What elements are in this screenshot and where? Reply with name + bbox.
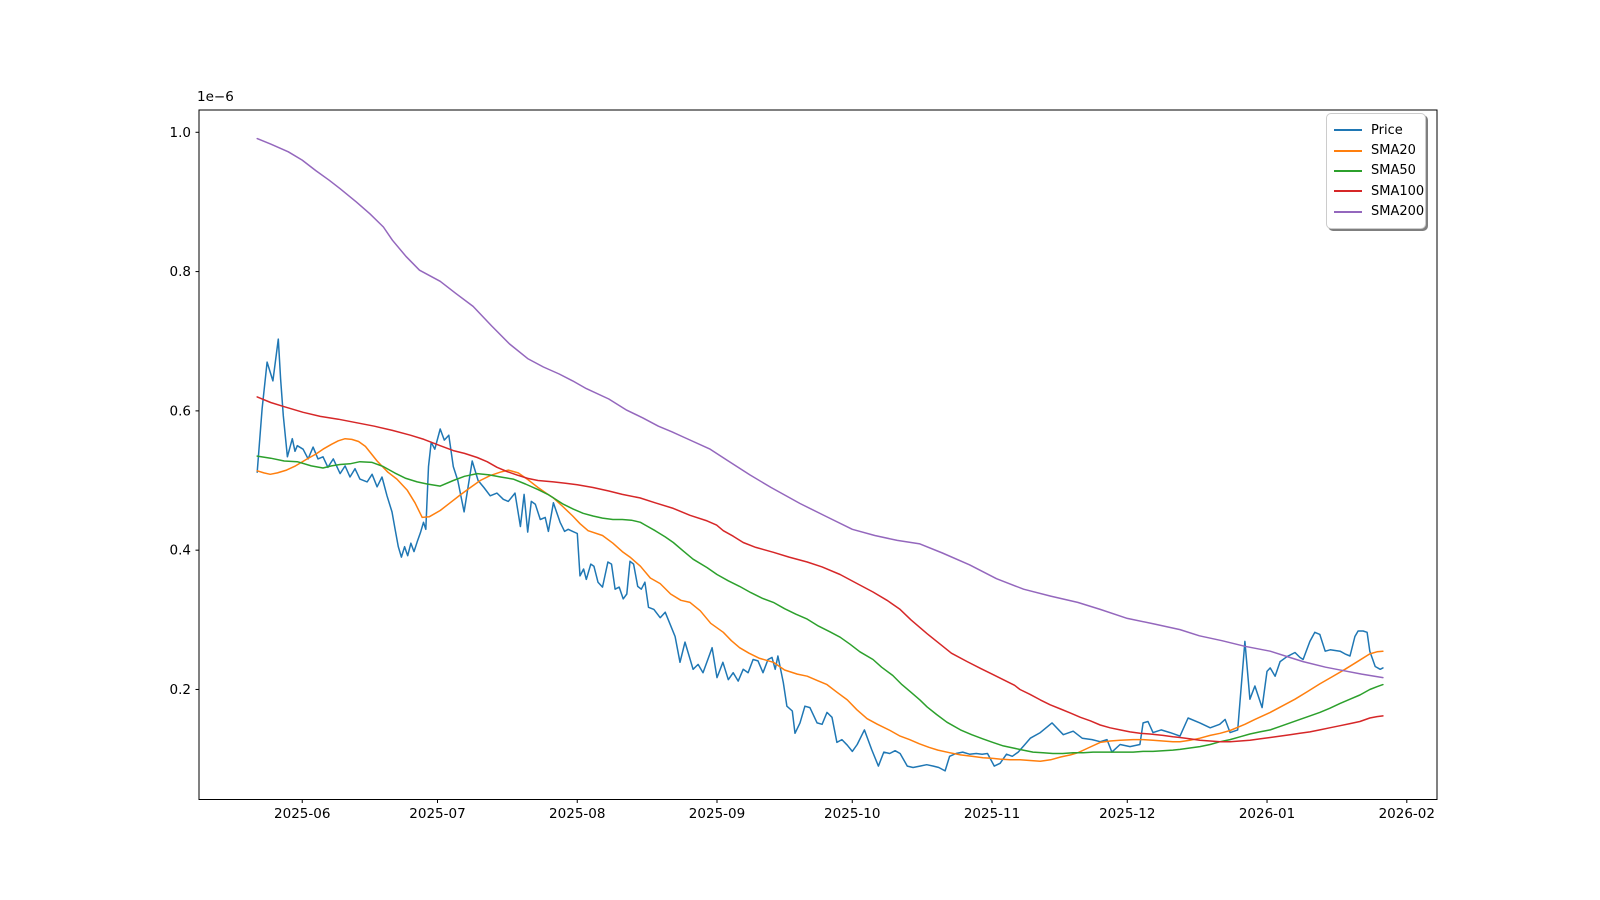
x-tick-label: 2026-02: [1379, 806, 1435, 822]
y-tick-label: 0.4: [170, 543, 191, 559]
x-tick-label: 2025-09: [689, 806, 745, 822]
y-tick-label: 0.2: [170, 682, 191, 698]
series-sma200: [256, 137, 1384, 679]
x-tick-label: 2025-06: [274, 806, 330, 822]
x-tick-label: 2026-01: [1239, 806, 1295, 822]
y-tick-label: 0.8: [170, 264, 191, 280]
legend-entry-price: Price: [1334, 120, 1417, 140]
legend-entry-sma20: SMA20: [1334, 140, 1417, 160]
legend-label: SMA200: [1371, 204, 1425, 220]
x-tick-label: 2025-08: [549, 806, 605, 822]
y-tick-label: 0.6: [170, 403, 191, 419]
axes-frame: [198, 109, 1438, 800]
y-tick-label: 1.0: [170, 125, 191, 141]
legend-label: Price: [1371, 122, 1403, 138]
x-tick-label: 2025-11: [964, 806, 1020, 822]
legend-line-swatch: [1334, 190, 1362, 193]
legend-line-swatch: [1334, 149, 1362, 152]
x-tick-label: 2025-07: [409, 806, 465, 822]
x-tick-label: 2025-12: [1099, 806, 1155, 822]
legend-label: SMA100: [1371, 183, 1425, 199]
series-price: [256, 338, 1384, 772]
legend-entry-sma50: SMA50: [1334, 161, 1417, 181]
legend-line-swatch: [1334, 129, 1362, 132]
legend-entry-sma100: SMA100: [1334, 181, 1424, 201]
legend: Price SMA20 SMA50 SMA100 SMA200: [1326, 113, 1426, 229]
y-axis-offset-label: 1e−6: [197, 89, 234, 105]
legend-line-swatch: [1334, 169, 1362, 172]
series-sma20: [256, 437, 1384, 762]
legend-entry-sma200: SMA200: [1334, 202, 1424, 222]
legend-line-swatch: [1334, 210, 1362, 213]
series-sma50: [256, 455, 1384, 755]
legend-label: SMA50: [1371, 163, 1416, 179]
legend-label: SMA20: [1371, 143, 1416, 159]
x-tick-label: 2025-10: [824, 806, 880, 822]
series-sma100: [256, 396, 1384, 743]
